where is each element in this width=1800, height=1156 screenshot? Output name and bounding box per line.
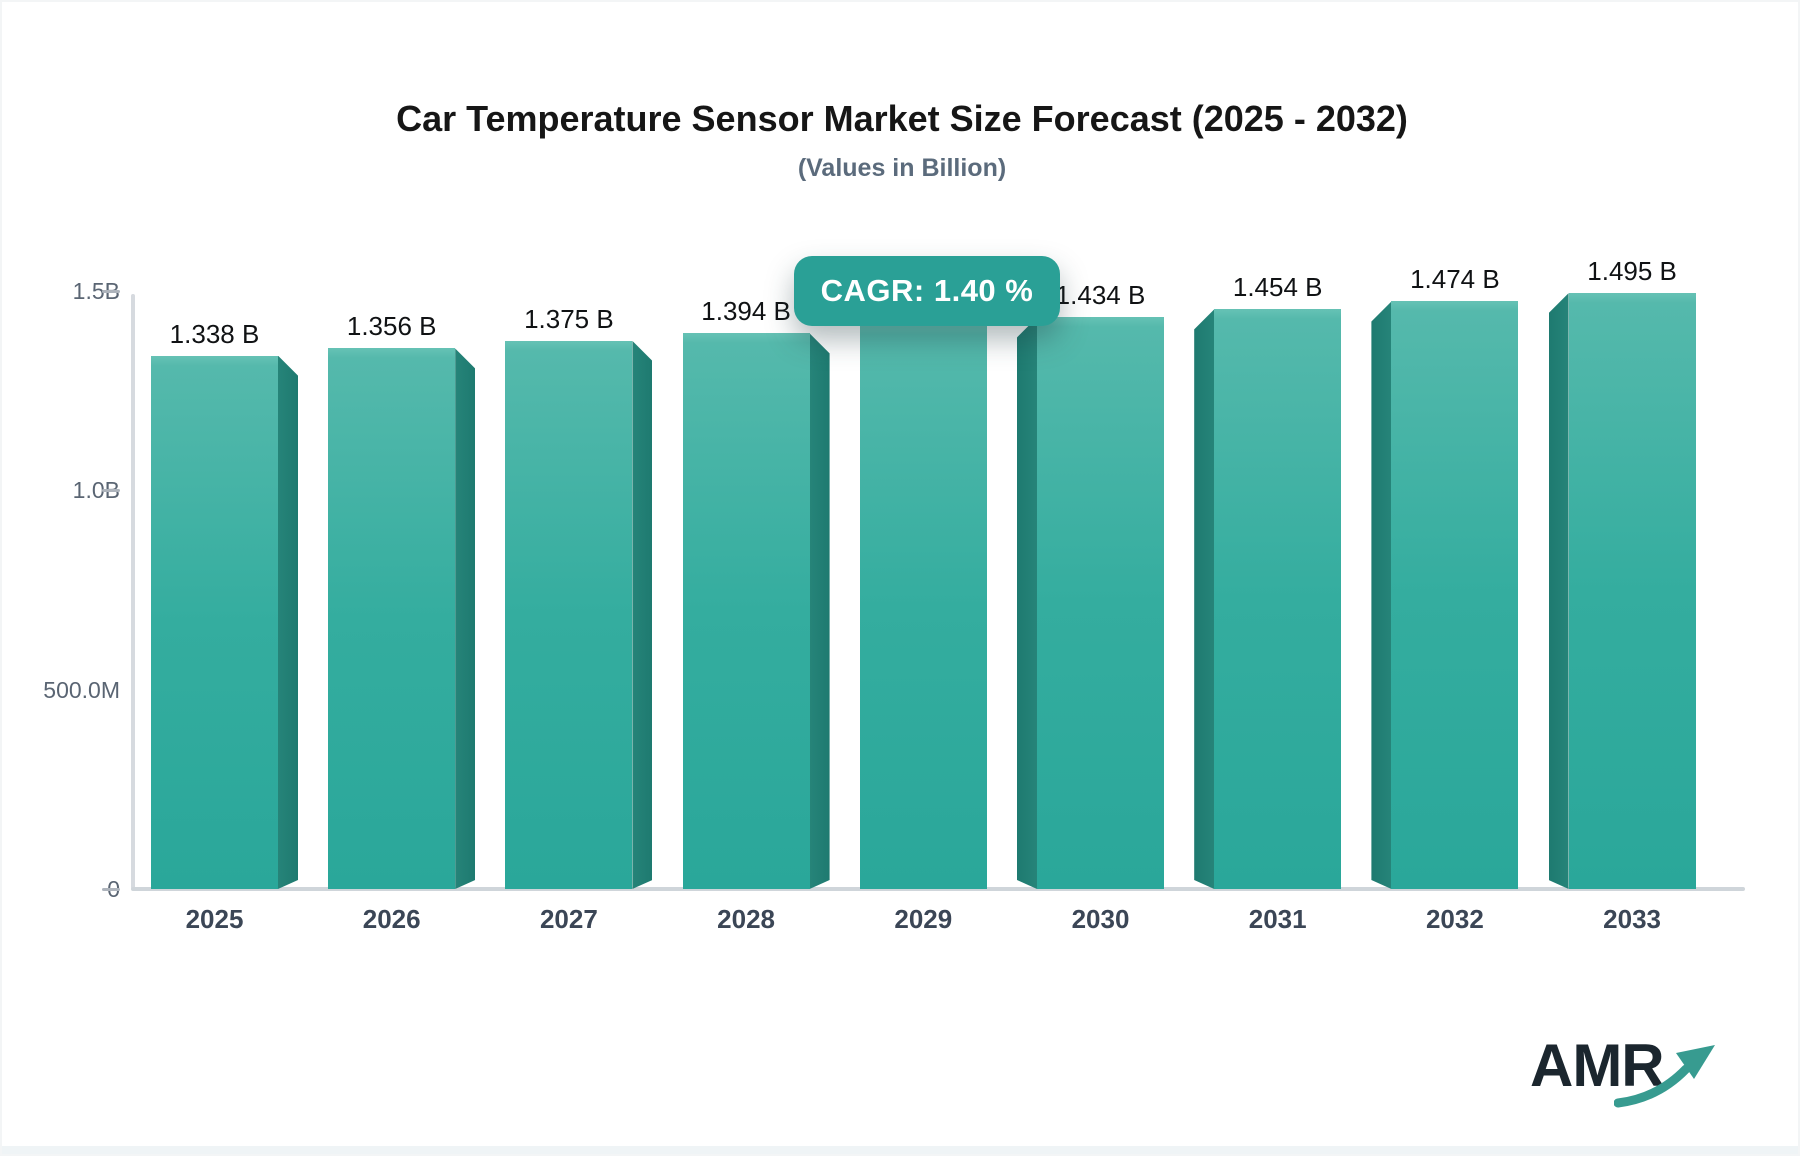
bottom-accent-strip: [2, 1146, 1798, 1154]
x-axis-baseline: [131, 887, 1745, 891]
bar-3d-side-2026: [455, 348, 475, 889]
bar-2026: [328, 348, 456, 889]
y-axis-line: [131, 294, 135, 889]
bar-2027: [505, 340, 633, 889]
bar-value-label: 1.434 B: [1055, 280, 1146, 311]
bar-2028: [682, 333, 810, 889]
bar-2032: [1391, 301, 1519, 889]
chart-title: Car Temperature Sensor Market Size Forec…: [396, 98, 1408, 139]
x-axis-label-2030: 2030: [1071, 904, 1130, 934]
cagr-badge: CAGR: 1.40 %: [794, 256, 1060, 326]
bar-value-label: 1.474 B: [1410, 264, 1500, 295]
x-axis-label-2031: 2031: [1248, 904, 1307, 934]
bar-2025: [151, 355, 278, 889]
x-axis-label-2032: 2032: [1425, 904, 1484, 934]
x-axis-label-2033: 2033: [1603, 904, 1662, 934]
x-axis-label-2028: 2028: [717, 904, 776, 934]
x-axis-label-2029: 2029: [894, 904, 953, 934]
bar-3d-side-2031: [1194, 309, 1214, 889]
amr-logo-text: AMR: [1530, 1032, 1665, 1099]
bar-3d-side-2030: [1017, 317, 1037, 889]
bar-value-label: 1.495 B: [1587, 256, 1677, 287]
bar-value-label: 1.454 B: [1232, 272, 1323, 303]
bar-2030: [1037, 317, 1164, 889]
bar-value-label: 1.356 B: [346, 311, 437, 342]
y-axis-tick-mark: [102, 887, 120, 891]
bar-value-label: 1.394 B: [701, 296, 791, 327]
bar-3d-side-2027: [632, 341, 652, 889]
bar-2033: [1568, 293, 1696, 889]
bar-2031: [1214, 309, 1342, 889]
bar-3d-side-2025: [278, 356, 298, 889]
y-axis-tick-mark: [102, 289, 120, 293]
y-axis-tick-mark: [102, 488, 120, 492]
amr-logo: AMR: [1530, 1034, 1730, 1114]
bar-value-label: 1.338 B: [169, 318, 260, 349]
bar-2029: [859, 325, 987, 889]
bar-3d-side-2032: [1371, 301, 1391, 889]
x-axis-label-2027: 2027: [539, 904, 598, 934]
x-axis-label-2026: 2026: [362, 904, 421, 934]
growth-arrow-icon: [1614, 1045, 1715, 1108]
bar-value-label: 1.375 B: [524, 303, 614, 334]
x-axis-label-2025: 2025: [185, 904, 244, 934]
bar-3d-side-2028: [810, 333, 830, 889]
bar-3d-side-2033: [1549, 293, 1569, 889]
y-axis-tick-label: 500.0M: [43, 676, 120, 703]
chart-subtitle: (Values in Billion): [797, 154, 1007, 182]
